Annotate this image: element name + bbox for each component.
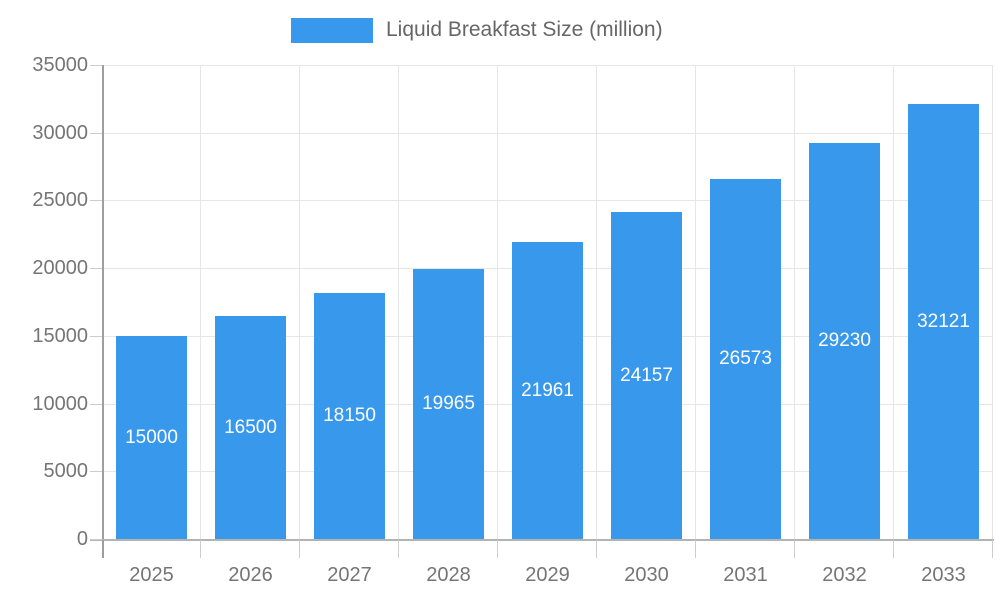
x-axis-tick-label: 2026 bbox=[228, 564, 273, 586]
bar: 32121 bbox=[908, 104, 979, 539]
x-axis-tick-label: 2032 bbox=[822, 564, 867, 586]
x-axis-tick bbox=[299, 540, 300, 558]
gridline-vertical bbox=[497, 65, 498, 539]
x-axis-tick bbox=[992, 540, 993, 558]
x-axis-tick-label: 2028 bbox=[426, 564, 471, 586]
y-axis-tick bbox=[90, 471, 102, 473]
x-axis-tick bbox=[794, 540, 795, 558]
y-axis-line bbox=[102, 65, 104, 558]
y-axis-extension bbox=[102, 540, 104, 558]
x-axis-tick bbox=[398, 540, 399, 558]
gridline-vertical bbox=[992, 65, 993, 539]
gridline-horizontal bbox=[102, 65, 993, 66]
plot-area: 15000 16500 18150 19965 21961 24157 26573 29230… bbox=[102, 65, 993, 539]
bar: 29230 bbox=[809, 143, 880, 539]
legend-label: Liquid Breakfast Size (million) bbox=[386, 18, 663, 41]
x-axis-tick-label: 2030 bbox=[624, 564, 669, 586]
y-axis-tick-label: 5000 bbox=[43, 460, 89, 483]
gridline-vertical bbox=[596, 65, 597, 539]
bar: 18150 bbox=[314, 293, 385, 539]
x-axis-tick bbox=[200, 540, 201, 558]
legend: Liquid Breakfast Size (million) bbox=[291, 17, 663, 43]
bar-value-label: 16500 bbox=[224, 416, 277, 438]
x-axis-tick-label: 2025 bbox=[129, 564, 174, 586]
bar-value-label: 24157 bbox=[620, 364, 673, 386]
gridline-vertical bbox=[794, 65, 795, 539]
gridline-vertical bbox=[200, 65, 201, 539]
y-axis-tick-label: 10000 bbox=[32, 392, 88, 415]
bar-value-label: 21961 bbox=[521, 379, 574, 401]
x-axis-tick bbox=[497, 540, 498, 558]
y-axis-tick bbox=[90, 403, 102, 405]
legend-swatch bbox=[291, 17, 373, 43]
x-axis-tick-label: 2031 bbox=[723, 564, 768, 586]
gridline-horizontal bbox=[102, 132, 993, 134]
bar: 19965 bbox=[413, 269, 484, 539]
gridline-horizontal bbox=[102, 200, 993, 202]
gridline-vertical bbox=[299, 65, 300, 539]
x-axis-tick-label: 2033 bbox=[921, 564, 966, 586]
y-axis-tick-label: 15000 bbox=[32, 324, 88, 347]
y-axis-tick bbox=[90, 200, 102, 202]
bar-value-label: 18150 bbox=[323, 405, 376, 426]
bar-value-label: 15000 bbox=[125, 426, 178, 448]
y-axis-tick-label: 0 bbox=[76, 528, 88, 550]
bar: 16500 bbox=[215, 316, 286, 539]
y-axis-tick bbox=[90, 268, 102, 270]
x-axis-tick bbox=[695, 540, 696, 558]
x-axis-tick-label: 2027 bbox=[327, 564, 372, 586]
bar: 15000 bbox=[116, 336, 187, 539]
y-axis-tick bbox=[90, 335, 102, 337]
x-axis-tick bbox=[596, 540, 597, 558]
y-axis-tick-label: 25000 bbox=[32, 189, 88, 212]
gridline-vertical bbox=[398, 65, 399, 539]
bar-value-label: 32121 bbox=[917, 310, 970, 332]
y-axis-tick-label: 30000 bbox=[32, 121, 88, 144]
gridline-vertical bbox=[695, 65, 696, 539]
bar-value-label: 29230 bbox=[818, 330, 871, 351]
bar: 26573 bbox=[710, 179, 781, 539]
bar: 21961 bbox=[512, 242, 583, 539]
y-axis-tick bbox=[90, 539, 102, 540]
bar: 24157 bbox=[611, 212, 682, 539]
gridline-vertical bbox=[893, 65, 894, 539]
bar-value-label: 19965 bbox=[422, 393, 475, 414]
y-axis-tick bbox=[90, 132, 102, 134]
x-axis-tick bbox=[893, 540, 894, 558]
y-axis-tick-label: 35000 bbox=[32, 54, 88, 76]
x-axis-tick-label: 2029 bbox=[525, 564, 570, 586]
y-axis-tick bbox=[90, 65, 102, 66]
y-axis-tick-label: 20000 bbox=[32, 257, 88, 280]
x-axis-baseline bbox=[90, 539, 994, 541]
bar-value-label: 26573 bbox=[719, 348, 772, 369]
